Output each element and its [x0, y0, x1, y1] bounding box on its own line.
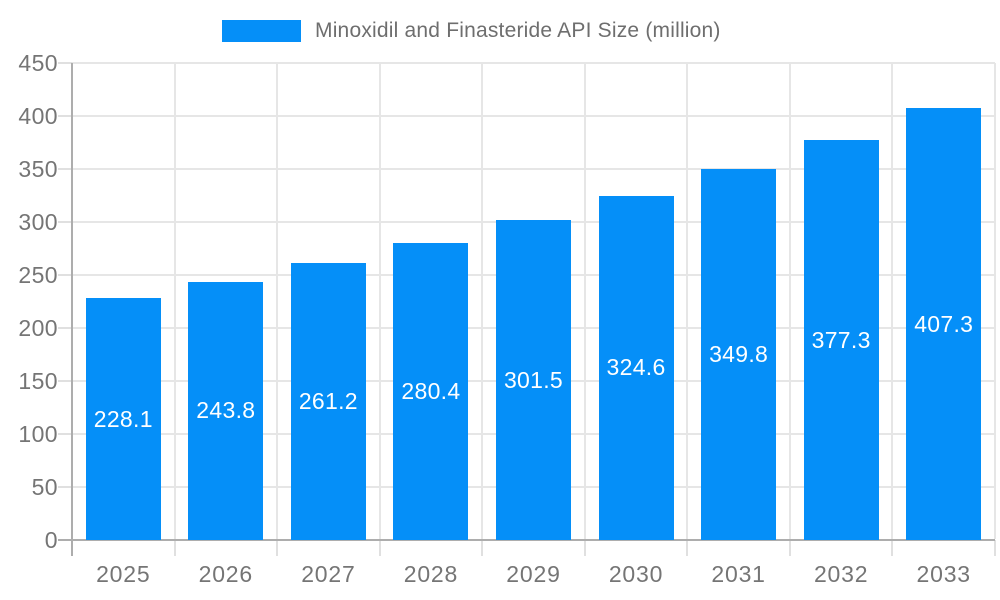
- y-tick: [58, 168, 72, 170]
- bar-value-label: 349.8: [709, 341, 769, 368]
- x-tick: [994, 540, 996, 556]
- y-tick-label: 150: [18, 368, 58, 394]
- x-tick: [788, 540, 791, 556]
- x-tick-label: 2031: [711, 561, 766, 587]
- h-gridline: [72, 62, 995, 64]
- y-tick: [58, 62, 72, 64]
- x-tick: [686, 540, 689, 556]
- y-tick-label: 200: [18, 315, 58, 341]
- x-tick-label: 2027: [301, 561, 356, 587]
- bar[interactable]: 324.6: [598, 195, 674, 540]
- legend-item[interactable]: Minoxidil and Finasteride API Size (mill…: [222, 19, 721, 43]
- x-tick-label: 2025: [96, 561, 151, 587]
- bar[interactable]: 243.8: [188, 281, 264, 540]
- x-tick-label: 2029: [506, 561, 561, 587]
- y-tick: [58, 433, 72, 435]
- v-gridline: [481, 63, 484, 539]
- v-gridline: [994, 63, 996, 539]
- y-tick: [58, 274, 72, 276]
- x-tick: [583, 540, 586, 556]
- bar-value-label: 261.2: [298, 388, 358, 415]
- v-gridline: [276, 63, 279, 539]
- bar[interactable]: 377.3: [803, 140, 879, 540]
- x-axis-line: [58, 539, 995, 541]
- x-tick-label: 2028: [403, 561, 459, 587]
- x-tick-label: 2032: [813, 561, 869, 587]
- x-tick: [891, 540, 894, 556]
- v-gridline: [173, 63, 176, 539]
- y-tick-label: 300: [18, 209, 58, 235]
- x-tick-label: 2026: [198, 561, 253, 587]
- legend-label: Minoxidil and Finasteride API Size (mill…: [315, 19, 721, 42]
- y-tick-label: 0: [44, 527, 58, 553]
- bar-value-label: 324.6: [606, 354, 666, 381]
- bar-value-label: 280.4: [401, 377, 461, 404]
- y-tick: [58, 486, 72, 488]
- bar[interactable]: 349.8: [701, 169, 777, 540]
- x-tick: [481, 540, 484, 556]
- v-gridline: [686, 63, 689, 539]
- x-tick-label: 2030: [608, 561, 664, 587]
- h-gridline: [72, 168, 995, 170]
- y-axis-line: [71, 63, 73, 556]
- y-tick: [58, 115, 72, 117]
- y-tick-label: 450: [18, 50, 58, 76]
- bar[interactable]: 228.1: [85, 298, 161, 540]
- bar-value-label: 377.3: [811, 326, 871, 353]
- bar-value-label: 243.8: [196, 397, 256, 424]
- x-tick: [378, 540, 381, 556]
- bar[interactable]: 407.3: [906, 108, 982, 540]
- bar-value-label: 228.1: [93, 405, 153, 432]
- x-tick: [173, 540, 176, 556]
- y-tick: [58, 380, 72, 382]
- v-gridline: [788, 63, 791, 539]
- y-tick: [58, 221, 72, 223]
- v-gridline: [378, 63, 381, 539]
- bar-value-label: 301.5: [503, 366, 564, 393]
- y-tick: [58, 327, 72, 329]
- bar[interactable]: 280.4: [393, 242, 469, 540]
- y-tick-label: 250: [18, 262, 58, 288]
- bar[interactable]: 261.2: [290, 263, 366, 540]
- v-gridline: [891, 63, 894, 539]
- v-gridline: [583, 63, 586, 539]
- h-gridline: [72, 115, 995, 117]
- y-tick-label: 50: [31, 474, 58, 500]
- y-tick-label: 400: [18, 103, 58, 129]
- y-tick-label: 350: [18, 156, 58, 182]
- x-tick-label: 2033: [916, 561, 971, 587]
- legend-swatch: [222, 20, 301, 42]
- bar[interactable]: 301.5: [496, 220, 571, 540]
- bar-value-label: 407.3: [914, 310, 974, 337]
- x-tick: [276, 540, 279, 556]
- y-tick-label: 100: [18, 421, 58, 447]
